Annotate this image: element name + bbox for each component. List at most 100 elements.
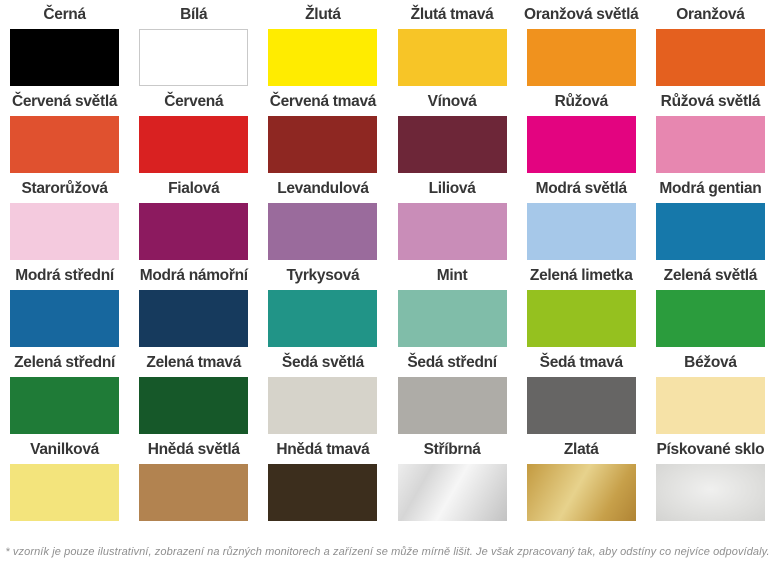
color-swatch[interactable] bbox=[10, 29, 120, 86]
color-name-label: Pískované sklo bbox=[656, 441, 765, 458]
color-cell: Žlutá tmavá bbox=[388, 5, 517, 92]
color-name-label: Oranžová světlá bbox=[524, 6, 639, 23]
color-name-label: Růžová bbox=[554, 93, 609, 110]
color-swatch[interactable] bbox=[10, 116, 120, 173]
color-swatch[interactable] bbox=[139, 377, 249, 434]
color-swatch[interactable] bbox=[139, 464, 249, 521]
color-cell: Tyrkysová bbox=[258, 266, 387, 353]
color-swatch[interactable] bbox=[655, 377, 765, 434]
color-swatch[interactable] bbox=[139, 116, 249, 173]
color-cell: Hnědá tmavá bbox=[258, 440, 387, 527]
color-cell: Modrá námořní bbox=[129, 266, 258, 353]
color-swatch-grid: Černá Bílá Žlutá Žlutá tmavá Oranžová sv… bbox=[0, 5, 775, 527]
color-cell: Mint bbox=[388, 266, 517, 353]
color-cell: Šedá světlá bbox=[258, 353, 387, 440]
color-swatch[interactable] bbox=[526, 377, 636, 434]
color-cell: Šedá střední bbox=[388, 353, 517, 440]
color-swatch[interactable] bbox=[397, 290, 507, 347]
color-name-label: Žlutá bbox=[305, 6, 341, 23]
color-swatch[interactable] bbox=[526, 116, 636, 173]
color-cell: Růžová světlá bbox=[646, 92, 775, 179]
color-name-label: Stříbrná bbox=[423, 441, 481, 458]
color-swatch[interactable] bbox=[10, 290, 120, 347]
color-swatch[interactable] bbox=[139, 29, 249, 86]
color-cell: Stříbrná bbox=[388, 440, 517, 527]
color-name-label: Bílá bbox=[180, 6, 208, 23]
color-swatch[interactable] bbox=[10, 464, 120, 521]
color-swatch[interactable] bbox=[655, 464, 765, 521]
color-name-label: Hnědá světlá bbox=[147, 441, 240, 458]
color-name-label: Fialová bbox=[168, 180, 220, 197]
color-cell: Žlutá bbox=[258, 5, 387, 92]
color-cell: Vínová bbox=[388, 92, 517, 179]
color-name-label: Vínová bbox=[427, 93, 477, 110]
color-cell: Pískované sklo bbox=[646, 440, 775, 527]
color-swatch[interactable] bbox=[655, 290, 765, 347]
color-cell: Oranžová bbox=[646, 5, 775, 92]
color-cell: Bílá bbox=[129, 5, 258, 92]
color-name-label: Žlutá tmavá bbox=[410, 6, 494, 23]
color-cell: Oranžová světlá bbox=[517, 5, 646, 92]
color-cell: Šedá tmavá bbox=[517, 353, 646, 440]
color-cell: Fialová bbox=[129, 179, 258, 266]
color-cell: Liliová bbox=[388, 179, 517, 266]
color-name-label: Béžová bbox=[684, 354, 737, 371]
color-name-label: Zlatá bbox=[563, 441, 599, 458]
color-name-label: Zelená tmavá bbox=[146, 354, 242, 371]
color-swatch[interactable] bbox=[655, 116, 765, 173]
color-swatch[interactable] bbox=[139, 203, 249, 260]
color-name-label: Modrá námořní bbox=[139, 267, 248, 284]
color-cell: Hnědá světlá bbox=[129, 440, 258, 527]
color-name-label: Hnědá tmavá bbox=[276, 441, 370, 458]
color-cell: Starorůžová bbox=[0, 179, 129, 266]
color-swatch[interactable] bbox=[268, 203, 378, 260]
color-name-label: Modrá světlá bbox=[535, 180, 627, 197]
color-swatch[interactable] bbox=[10, 203, 120, 260]
color-swatch[interactable] bbox=[655, 29, 765, 86]
color-swatch[interactable] bbox=[268, 464, 378, 521]
color-swatch[interactable] bbox=[397, 464, 507, 521]
color-swatch[interactable] bbox=[526, 29, 636, 86]
color-swatch[interactable] bbox=[268, 116, 378, 173]
color-cell: Červená světlá bbox=[0, 92, 129, 179]
color-name-label: Vanilková bbox=[30, 441, 99, 458]
color-name-label: Šedá tmavá bbox=[539, 354, 623, 371]
color-cell: Béžová bbox=[646, 353, 775, 440]
color-swatch[interactable] bbox=[268, 29, 378, 86]
disclaimer-footnote: * vzorník je pouze ilustrativní, zobraze… bbox=[5, 546, 770, 558]
color-name-label: Levandulová bbox=[277, 180, 369, 197]
color-swatch[interactable] bbox=[397, 377, 507, 434]
color-name-label: Zelená limetka bbox=[529, 267, 633, 284]
color-swatch[interactable] bbox=[10, 377, 120, 434]
color-name-label: Černá bbox=[43, 6, 86, 23]
color-cell: Zelená limetka bbox=[517, 266, 646, 353]
color-name-label: Červená bbox=[164, 93, 224, 110]
color-name-label: Mint bbox=[436, 267, 468, 284]
color-name-label: Červená světlá bbox=[11, 93, 118, 110]
color-cell: Zelená střední bbox=[0, 353, 129, 440]
color-cell: Vanilková bbox=[0, 440, 129, 527]
color-swatch[interactable] bbox=[526, 203, 636, 260]
color-name-label: Modrá gentian bbox=[659, 180, 762, 197]
color-swatch[interactable] bbox=[397, 203, 507, 260]
color-swatch[interactable] bbox=[268, 377, 378, 434]
color-swatch[interactable] bbox=[655, 203, 765, 260]
color-swatch[interactable] bbox=[397, 116, 507, 173]
color-swatch[interactable] bbox=[139, 290, 249, 347]
color-swatch[interactable] bbox=[397, 29, 507, 86]
color-swatch[interactable] bbox=[526, 464, 636, 521]
color-cell: Zlatá bbox=[517, 440, 646, 527]
color-cell: Červená bbox=[129, 92, 258, 179]
color-cell: Růžová bbox=[517, 92, 646, 179]
color-cell: Modrá střední bbox=[0, 266, 129, 353]
color-swatch[interactable] bbox=[268, 290, 378, 347]
color-cell: Červená tmavá bbox=[258, 92, 387, 179]
color-cell: Zelená tmavá bbox=[129, 353, 258, 440]
color-name-label: Šedá světlá bbox=[281, 354, 364, 371]
color-name-label: Šedá střední bbox=[407, 354, 497, 371]
color-name-label: Zelená světlá bbox=[663, 267, 758, 284]
color-name-label: Oranžová bbox=[676, 6, 745, 23]
color-cell: Černá bbox=[0, 5, 129, 92]
color-name-label: Modrá střední bbox=[15, 267, 114, 284]
color-swatch[interactable] bbox=[526, 290, 636, 347]
